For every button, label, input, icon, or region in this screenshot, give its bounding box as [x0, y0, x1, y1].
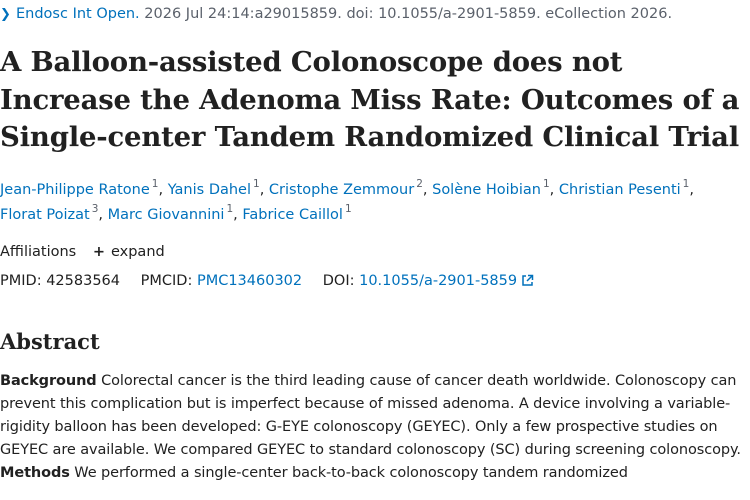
external-link-icon[interactable] [521, 274, 534, 287]
expand-affiliations-button[interactable]: + expand [93, 244, 165, 260]
doi-label: DOI: [322, 273, 355, 289]
pmid-label: PMID: [0, 273, 42, 289]
abstract-text: Background Colorectal cancer is the thir… [0, 370, 750, 485]
author-link[interactable]: Fabrice Caillol [242, 207, 343, 223]
author-separator: , [259, 182, 269, 198]
journal-link[interactable]: Endosc Int Open. [16, 6, 140, 22]
author-link[interactable]: Cristophe Zemmour [268, 182, 415, 198]
background-text: Colorectal cancer is the third leading c… [0, 373, 741, 458]
affiliation-number[interactable]: 1 [682, 178, 690, 191]
chevron-right-icon[interactable]: ❯ [0, 7, 11, 22]
pmcid-item: PMCID: PMC13460302 [141, 273, 303, 289]
doi-item: DOI: 10.1055/a-2901-5859 [323, 273, 534, 289]
methods-label: Methods [0, 465, 70, 481]
affiliation-number[interactable]: 1 [226, 203, 234, 216]
affiliations-toggle: Affiliations + expand [0, 242, 165, 262]
author-link[interactable]: Yanis Dahel [167, 182, 252, 198]
pmid-item: PMID: 42583564 [0, 273, 120, 289]
identifiers-line: PMID: 42583564 PMCID: PMC13460302 DOI: 1… [0, 271, 550, 291]
expand-label: expand [110, 244, 165, 260]
background-label: Background [0, 373, 97, 389]
affiliation-number[interactable]: 1 [542, 178, 550, 191]
author-separator: , [233, 207, 243, 223]
author-link[interactable]: Florat Poizat [0, 207, 90, 223]
affiliation-number[interactable]: 1 [344, 203, 352, 216]
citation-line: ❯ Endosc Int Open. 2026 Jul 24:14:a290158… [0, 4, 750, 25]
author-separator: , [158, 182, 168, 198]
article-title: A Balloon-assisted Colonoscope does not … [0, 46, 740, 153]
author-link[interactable]: Jean-Philippe Ratone [0, 182, 150, 198]
affiliation-number[interactable]: 1 [253, 178, 260, 191]
doi-link[interactable]: 10.1055/a-2901-5859 [359, 273, 518, 289]
affiliation-number[interactable]: 2 [416, 178, 423, 191]
author-list: Jean-Philippe Ratone 1, Yanis Dahel 1, Cri… [0, 178, 750, 228]
methods-text: We performed a single-center back-to-bac… [69, 465, 628, 481]
affiliation-number[interactable]: 3 [91, 203, 99, 216]
abstract-heading: Abstract [0, 329, 100, 354]
citation-details: 2026 Jul 24:14:a29015859. doi: 10.1055/a… [139, 6, 673, 22]
author-separator: , [689, 182, 694, 198]
author-separator: , [549, 182, 559, 198]
pmid-value: 42583564 [46, 273, 121, 289]
affiliation-number[interactable]: 1 [151, 178, 159, 191]
author-link[interactable]: Christian Pesenti [558, 182, 681, 198]
affiliations-label: Affiliations [0, 244, 77, 260]
author-separator: , [98, 207, 108, 223]
plus-icon: + [92, 244, 105, 260]
author-separator: , [422, 182, 433, 198]
author-link[interactable]: Marc Giovannini [107, 207, 225, 223]
pmcid-label: PMCID: [140, 273, 193, 289]
author-link[interactable]: Solène Hoibian [432, 182, 541, 198]
pmcid-link[interactable]: PMC13460302 [196, 273, 303, 289]
